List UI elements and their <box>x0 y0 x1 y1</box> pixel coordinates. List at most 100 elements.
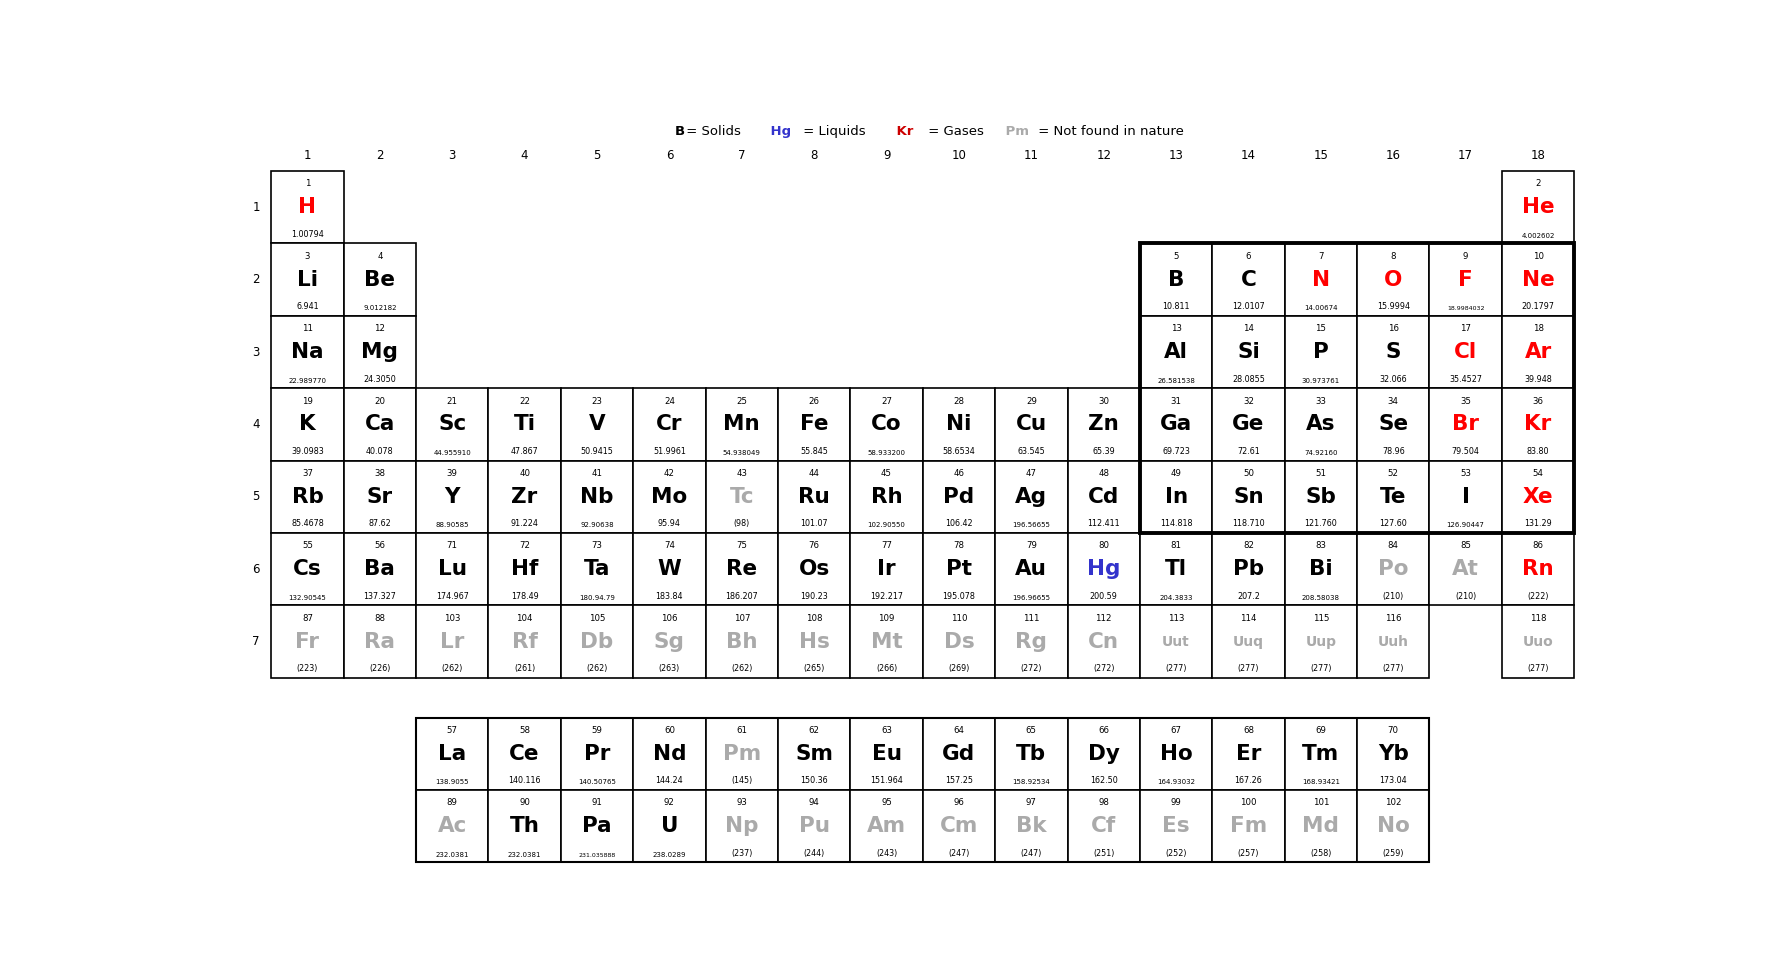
Text: 55: 55 <box>301 541 314 551</box>
Text: Gd: Gd <box>943 743 975 764</box>
Text: Db: Db <box>581 631 613 652</box>
Bar <box>1213 243 1285 316</box>
Text: Eu: Eu <box>871 743 901 764</box>
Text: 38: 38 <box>375 469 385 478</box>
Text: Zr: Zr <box>511 486 538 507</box>
Text: Kr: Kr <box>878 125 912 138</box>
Bar <box>851 717 923 790</box>
Text: Pd: Pd <box>943 486 975 507</box>
Text: He: He <box>1521 198 1554 217</box>
Text: Th: Th <box>509 816 539 836</box>
Text: 44.955910: 44.955910 <box>434 450 471 456</box>
Text: 7: 7 <box>738 149 745 162</box>
Text: 37: 37 <box>301 469 314 478</box>
Text: 51: 51 <box>1315 469 1326 478</box>
Text: 92: 92 <box>665 798 676 808</box>
Text: 106: 106 <box>661 614 677 623</box>
Text: 13: 13 <box>1168 149 1183 162</box>
Bar <box>1430 316 1502 388</box>
Bar <box>1357 605 1430 678</box>
Text: 100: 100 <box>1240 798 1256 808</box>
Text: 92.90638: 92.90638 <box>581 523 615 528</box>
Text: 99: 99 <box>1170 798 1181 808</box>
Bar <box>416 533 489 605</box>
Text: 56: 56 <box>375 541 385 551</box>
Text: 41: 41 <box>591 469 602 478</box>
Text: (258): (258) <box>1310 848 1331 857</box>
Text: 109: 109 <box>878 614 894 623</box>
Text: 232.0381: 232.0381 <box>507 851 541 857</box>
Text: Pa: Pa <box>582 816 611 836</box>
Text: (210): (210) <box>1455 592 1477 600</box>
Text: 22.989770: 22.989770 <box>289 378 326 383</box>
Text: Si: Si <box>1236 342 1260 362</box>
Text: C: C <box>1240 270 1256 290</box>
Text: 11: 11 <box>1023 149 1039 162</box>
Text: 80: 80 <box>1098 541 1109 551</box>
Text: (237): (237) <box>731 848 753 857</box>
Text: Rn: Rn <box>1521 559 1554 579</box>
Text: Cs: Cs <box>294 559 323 579</box>
Text: 91.224: 91.224 <box>511 520 539 528</box>
Text: 24.3050: 24.3050 <box>364 375 396 383</box>
Bar <box>1140 790 1213 862</box>
Text: U: U <box>661 816 677 836</box>
Text: 78: 78 <box>953 541 964 551</box>
Bar <box>1285 533 1357 605</box>
Text: 64: 64 <box>953 726 964 735</box>
Bar <box>1430 243 1502 316</box>
Bar <box>1140 243 1573 533</box>
Text: 15.9994: 15.9994 <box>1376 303 1410 311</box>
Text: 90: 90 <box>520 798 530 808</box>
Bar <box>416 605 489 678</box>
Bar <box>344 243 416 316</box>
Text: Se: Se <box>1378 414 1409 434</box>
Text: (272): (272) <box>1093 664 1115 673</box>
Text: 10.811: 10.811 <box>1163 303 1190 311</box>
Bar <box>923 605 995 678</box>
Text: Ta: Ta <box>584 559 611 579</box>
Text: Sn: Sn <box>1233 486 1263 507</box>
Text: 3: 3 <box>448 149 455 162</box>
Text: 50: 50 <box>1244 469 1254 478</box>
Text: K: K <box>299 414 315 434</box>
Text: 79: 79 <box>1025 541 1038 551</box>
Bar <box>923 388 995 460</box>
Text: 87: 87 <box>301 614 314 623</box>
Text: 72: 72 <box>520 541 530 551</box>
Text: Rb: Rb <box>292 486 323 507</box>
Text: 69.723: 69.723 <box>1163 447 1190 456</box>
Bar <box>1140 388 1213 460</box>
Text: Mn: Mn <box>724 414 760 434</box>
Text: 81: 81 <box>1170 541 1181 551</box>
Text: 66: 66 <box>1098 726 1109 735</box>
Text: 55.845: 55.845 <box>801 447 828 456</box>
Bar <box>416 717 489 790</box>
Text: 132.90545: 132.90545 <box>289 595 326 600</box>
Bar <box>995 460 1068 533</box>
Text: (262): (262) <box>731 664 753 673</box>
Text: 25: 25 <box>737 397 747 406</box>
Text: 60: 60 <box>663 726 676 735</box>
Text: 78.96: 78.96 <box>1382 447 1405 456</box>
Text: 82: 82 <box>1244 541 1254 551</box>
Text: (262): (262) <box>441 664 462 673</box>
Bar <box>706 790 778 862</box>
Text: 24: 24 <box>663 397 676 406</box>
Text: 144.24: 144.24 <box>656 776 683 785</box>
Text: Be: Be <box>364 270 396 290</box>
Text: 42: 42 <box>663 469 676 478</box>
Text: 97: 97 <box>1025 798 1038 808</box>
Text: Li: Li <box>297 270 317 290</box>
Text: (277): (277) <box>1310 664 1331 673</box>
Text: 1: 1 <box>303 149 312 162</box>
Bar <box>706 533 778 605</box>
Bar <box>416 388 489 460</box>
Text: Tm: Tm <box>1303 743 1339 764</box>
Text: 18.9984032: 18.9984032 <box>1446 306 1484 311</box>
Text: 16: 16 <box>1387 324 1400 333</box>
Text: 6: 6 <box>253 562 260 576</box>
Bar <box>995 533 1068 605</box>
Text: 27: 27 <box>882 397 892 406</box>
Text: Cn: Cn <box>1088 631 1120 652</box>
